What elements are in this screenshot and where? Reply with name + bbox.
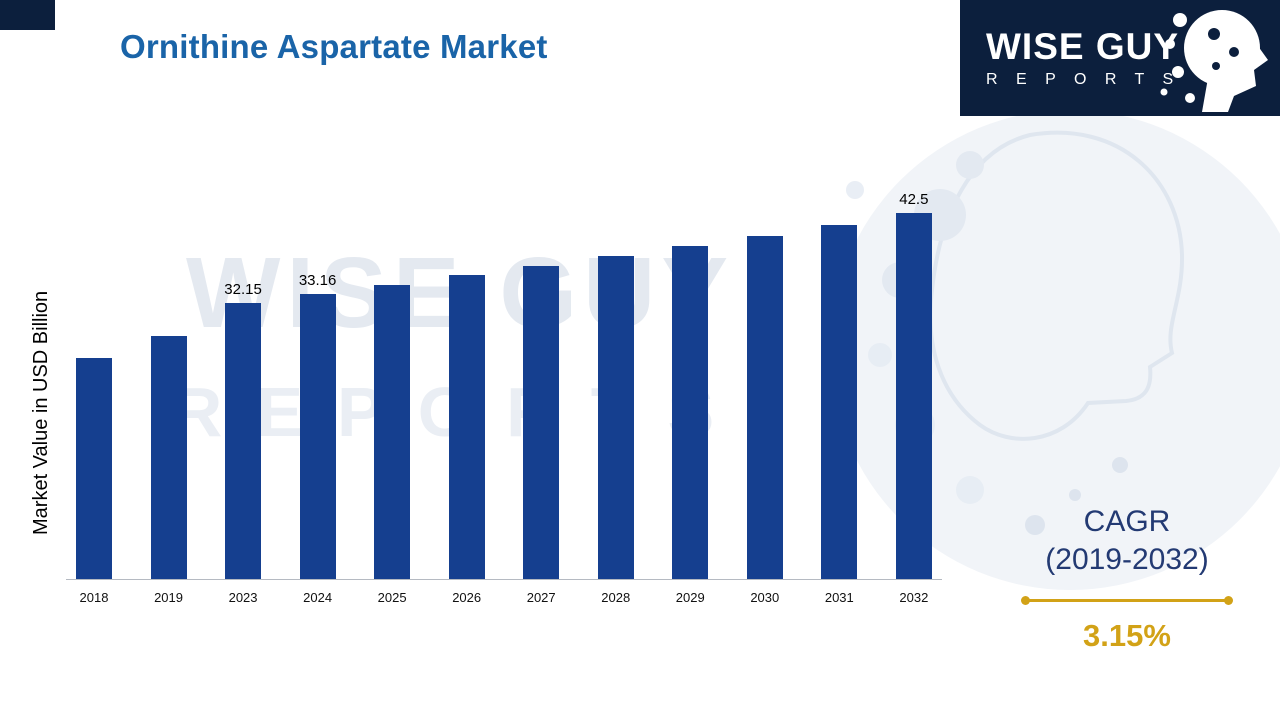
bar	[374, 285, 411, 579]
cagr-value: 3.15%	[1083, 618, 1171, 653]
brand-face-icon	[1160, 10, 1268, 112]
bar-value-label: 33.16	[298, 272, 337, 289]
bar-column: 2019	[141, 150, 197, 605]
bar-column: 33.16 2024	[290, 150, 346, 605]
cagr-divider	[1021, 596, 1233, 605]
corner-accent-block	[0, 0, 55, 30]
bar-column: 2030	[737, 150, 793, 605]
bar-column: 2031	[811, 150, 867, 605]
cagr-period: (2019-2032)	[1045, 543, 1209, 576]
x-axis-tick-label: 2025	[377, 590, 407, 605]
divider-dot-left	[1021, 596, 1030, 605]
bar-value-label: 32.15	[224, 281, 262, 298]
x-axis-tick-label: 2029	[675, 590, 705, 605]
bar-column: 2025	[364, 150, 420, 605]
cagr-callout: CAGR (2019-2032) 3.15%	[982, 505, 1272, 654]
x-axis-tick-label: 2027	[526, 590, 556, 605]
bar	[821, 225, 858, 579]
bar-column: 2027	[513, 150, 569, 605]
bar-column: 2026	[439, 150, 495, 605]
x-axis-tick-label: 2023	[228, 590, 258, 605]
brand-subtitle: R E P O R T S	[986, 71, 1181, 88]
bar	[76, 358, 112, 579]
bar	[597, 256, 634, 579]
bar	[895, 213, 932, 579]
bar-column: 2029	[662, 150, 718, 605]
bar	[299, 294, 336, 579]
x-axis-tick-label: 2018	[79, 590, 109, 605]
bar-column: 2028	[588, 150, 644, 605]
cagr-label: CAGR	[1083, 505, 1171, 538]
bar	[672, 246, 709, 579]
x-axis-tick-label: 2031	[824, 590, 854, 605]
bar-chart-plot-area: 2018 2019 32.15 2023 33.16 2024 2025 2026 2027 20…	[66, 150, 942, 605]
x-axis-tick-label: 2030	[750, 590, 780, 605]
bar-value-label: 42.5	[899, 191, 929, 208]
brand-logo-text: WISE GUY R E P O R T S	[986, 26, 1180, 89]
y-axis-label: Market Value in USD Billion	[30, 290, 52, 535]
bar-column: 32.15 2023	[215, 150, 271, 605]
x-axis-tick-label: 2028	[601, 590, 631, 605]
page-title: Ornithine Aspartate Market	[120, 28, 548, 65]
bar	[225, 303, 262, 579]
bar	[746, 236, 783, 579]
x-axis-tick-label: 2026	[452, 590, 482, 605]
bar	[150, 336, 187, 579]
x-axis-tick-label: 2019	[154, 590, 183, 605]
x-axis-tick-label: 2024	[303, 590, 333, 605]
bar	[523, 266, 560, 579]
bar-column: 2018	[66, 150, 122, 605]
divider-dot-right	[1224, 596, 1233, 605]
x-axis-tick-label: 2032	[899, 590, 929, 605]
bar-column: 42.5 2032	[886, 150, 942, 605]
brand-logo: WISE GUY R E P O R T S	[960, 0, 1280, 116]
bar	[448, 275, 485, 579]
brand-name: WISE GUY	[986, 26, 1180, 67]
